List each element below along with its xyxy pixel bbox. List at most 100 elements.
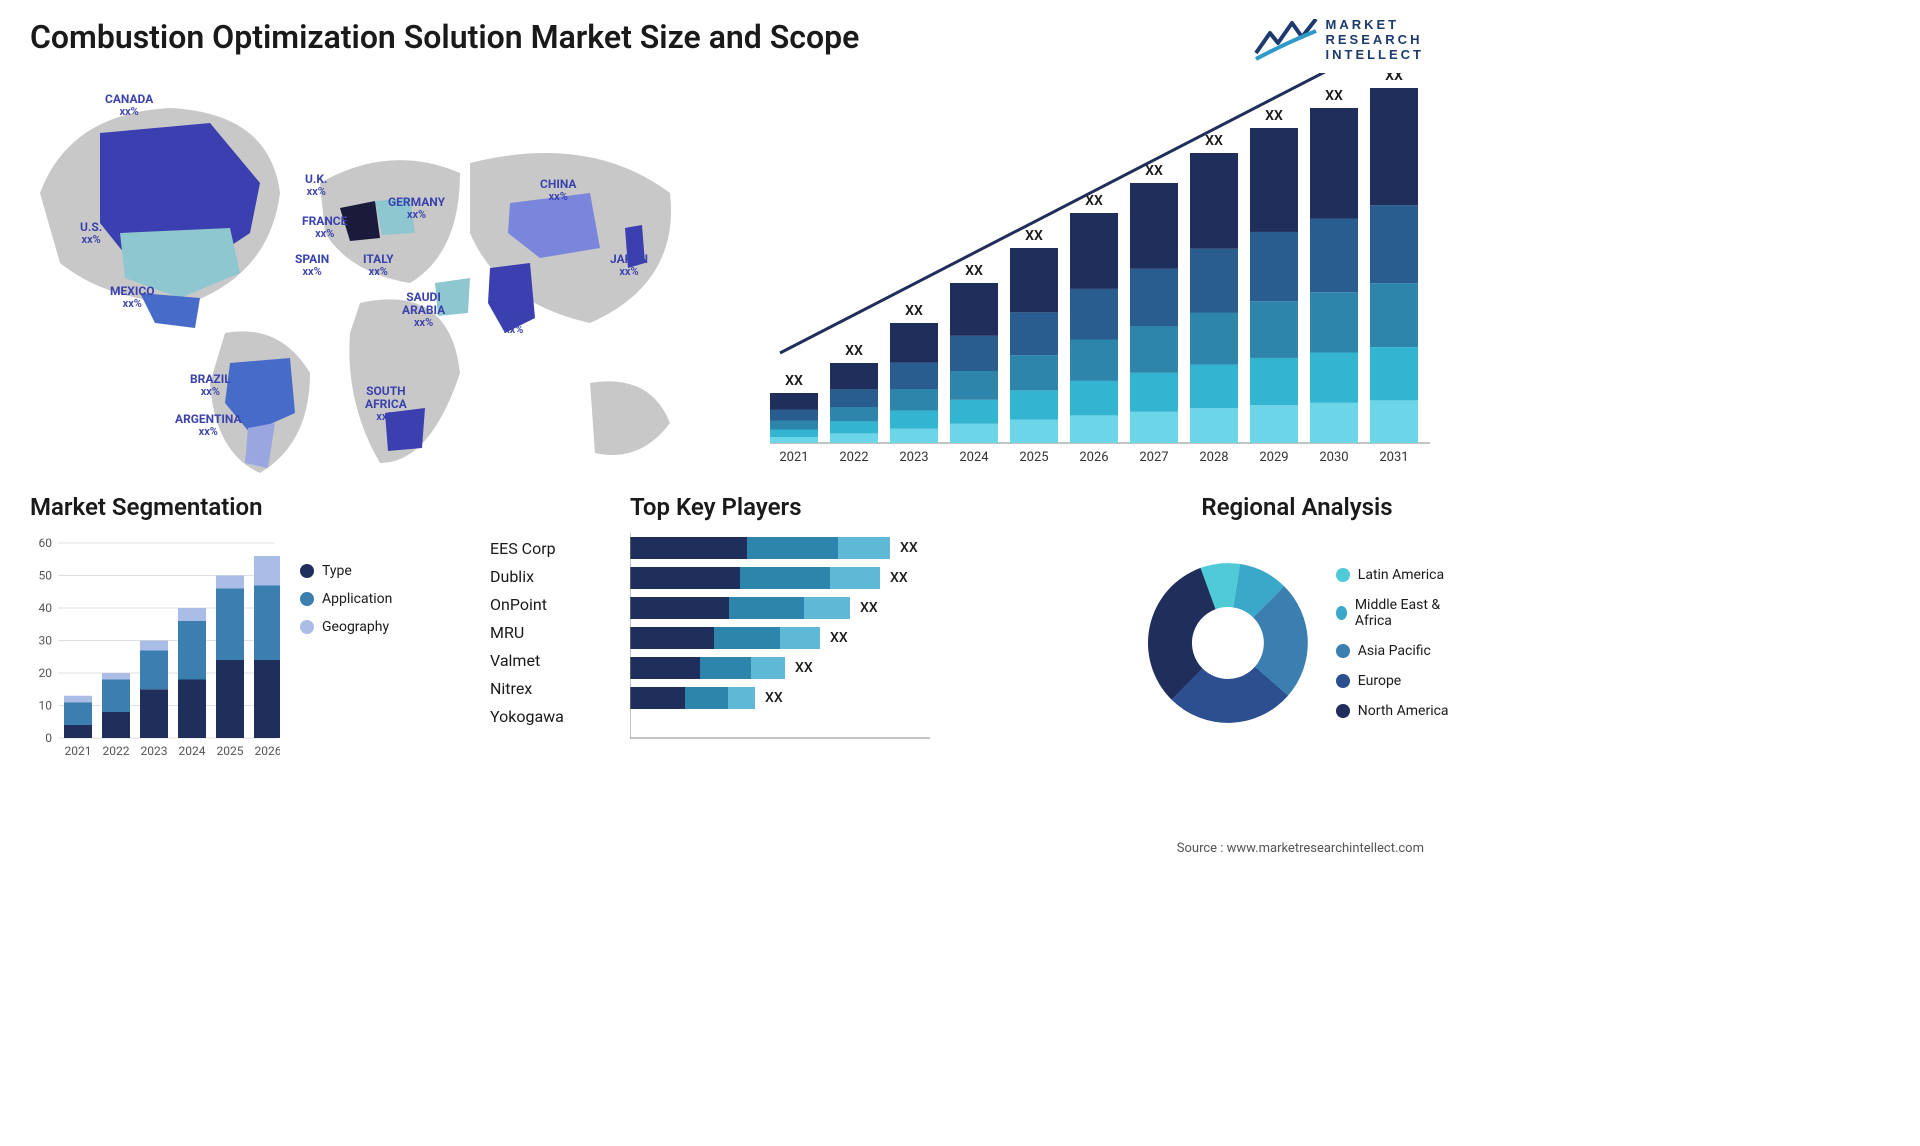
growth-bar-seg	[1070, 339, 1118, 380]
player-bar-row: XX	[630, 653, 970, 683]
map-label-france: FRANCExx%	[302, 215, 347, 240]
svg-text:2025: 2025	[217, 744, 244, 758]
growth-year-label: 2030	[1319, 450, 1348, 465]
growth-bar-seg	[1190, 365, 1238, 409]
growth-bar-seg	[950, 400, 998, 424]
player-bar-seg	[747, 537, 838, 559]
player-bar	[630, 537, 890, 559]
player-bar-seg	[729, 597, 804, 619]
growth-bar-seg	[1010, 248, 1058, 312]
legend-label: Asia Pacific	[1358, 643, 1431, 659]
map-label-u-k-: U.K.xx%	[305, 173, 328, 198]
growth-bar-seg	[1250, 358, 1298, 405]
map-label-saudi-arabia: SAUDIARABIAxx%	[402, 291, 445, 329]
growth-bar-seg	[1250, 405, 1298, 443]
growth-year-label: 2024	[959, 450, 989, 465]
seg-bar-seg	[102, 679, 130, 712]
growth-bar-seg	[1130, 373, 1178, 412]
company-name: Valmet	[490, 651, 600, 670]
player-bar	[630, 567, 880, 589]
seg-bar-seg	[102, 712, 130, 738]
svg-text:40: 40	[39, 601, 53, 615]
growth-year-label: 2023	[899, 450, 928, 465]
growth-bar-seg	[830, 407, 878, 421]
seg-legend-item: Geography	[300, 619, 392, 635]
company-name: Nitrex	[490, 679, 600, 698]
players-chart: XXXXXXXXXXXX	[630, 533, 970, 753]
company-name: MRU	[490, 623, 600, 642]
growth-bar-value: XX	[965, 263, 983, 279]
legend-swatch	[300, 620, 314, 634]
regional-legend-item: North America	[1336, 703, 1454, 719]
svg-text:60: 60	[39, 536, 53, 550]
growth-bar-seg	[890, 389, 938, 411]
growth-bar-seg	[1310, 352, 1358, 402]
growth-bar-seg	[1190, 153, 1238, 249]
growth-bar-seg	[890, 362, 938, 388]
map-label-canada: CANADAxx%	[105, 93, 153, 118]
growth-year-label: 2022	[839, 450, 868, 465]
svg-text:2024: 2024	[179, 744, 206, 758]
growth-bar-seg	[890, 323, 938, 363]
growth-bar-value: XX	[1265, 108, 1283, 124]
player-bar-value: XX	[830, 630, 848, 646]
growth-bar-seg	[830, 433, 878, 443]
player-bar-seg	[630, 597, 729, 619]
growth-bar-seg	[1310, 108, 1358, 219]
growth-bar-value: XX	[1385, 73, 1403, 84]
growth-bar-seg	[1130, 183, 1178, 269]
logo-line1: MARKET	[1326, 18, 1425, 33]
world-map: CANADAxx%U.S.xx%MEXICOxx%BRAZILxx%ARGENT…	[30, 73, 710, 473]
segmentation-chart: 0102030405060202120222023202420252026	[30, 533, 280, 763]
svg-text:20: 20	[39, 666, 53, 680]
seg-bar-seg	[254, 556, 280, 585]
seg-legend-item: Type	[300, 563, 392, 579]
player-bar-seg	[838, 537, 890, 559]
player-bar-row: XX	[630, 623, 970, 653]
growth-bar-chart: XX2021XX2022XX2023XX2024XX2025XX2026XX20…	[750, 73, 1450, 473]
source-text: Source : www.marketresearchintellect.com	[1177, 841, 1424, 856]
legend-swatch	[1336, 674, 1350, 688]
legend-label: Middle East & Africa	[1355, 597, 1454, 629]
growth-bar-seg	[1310, 403, 1358, 443]
growth-bar-seg	[890, 410, 938, 428]
growth-bar-seg	[890, 428, 938, 442]
legend-label: Geography	[322, 619, 389, 635]
map-label-u-s-: U.S.xx%	[80, 221, 102, 246]
map-label-south-africa: SOUTHAFRICAxx%	[365, 385, 407, 423]
seg-bar-seg	[254, 585, 280, 660]
map-label-italy: ITALYxx%	[363, 253, 394, 278]
growth-year-label: 2027	[1139, 450, 1168, 465]
seg-bar-seg	[64, 725, 92, 738]
growth-bar-seg	[770, 437, 818, 443]
growth-bar-seg	[830, 363, 878, 389]
legend-swatch	[300, 564, 314, 578]
player-bar-value: XX	[795, 660, 813, 676]
legend-swatch	[1336, 606, 1347, 620]
company-name: OnPoint	[490, 595, 600, 614]
regional-legend: Latin America Middle East & Africa Asia Pa…	[1336, 567, 1454, 719]
seg-bar-seg	[140, 689, 168, 738]
legend-label: Application	[322, 591, 392, 607]
growth-bar-seg	[830, 389, 878, 407]
map-label-mexico: MEXICOxx%	[110, 285, 155, 310]
svg-text:0: 0	[45, 731, 52, 745]
growth-bar-value: XX	[905, 303, 923, 319]
player-bar	[630, 657, 785, 679]
legend-label: Latin America	[1358, 567, 1444, 583]
seg-bar-seg	[140, 650, 168, 689]
player-bar-seg	[740, 567, 830, 589]
player-bar-seg	[830, 567, 880, 589]
company-list: EES CorpDublixOnPointMRUValmetNitrexYoko…	[490, 535, 600, 726]
page-title: Combustion Optimization Solution Market …	[30, 18, 859, 56]
seg-bar-seg	[178, 608, 206, 621]
svg-text:2022: 2022	[103, 744, 130, 758]
player-bar-value: XX	[890, 570, 908, 586]
growth-bar-seg	[1370, 283, 1418, 347]
svg-text:2021: 2021	[65, 744, 92, 758]
legend-swatch	[1336, 704, 1350, 718]
growth-bar-value: XX	[845, 343, 863, 359]
player-bar-seg	[728, 687, 756, 709]
growth-bar-seg	[770, 420, 818, 429]
growth-bar-value: XX	[1325, 88, 1343, 104]
